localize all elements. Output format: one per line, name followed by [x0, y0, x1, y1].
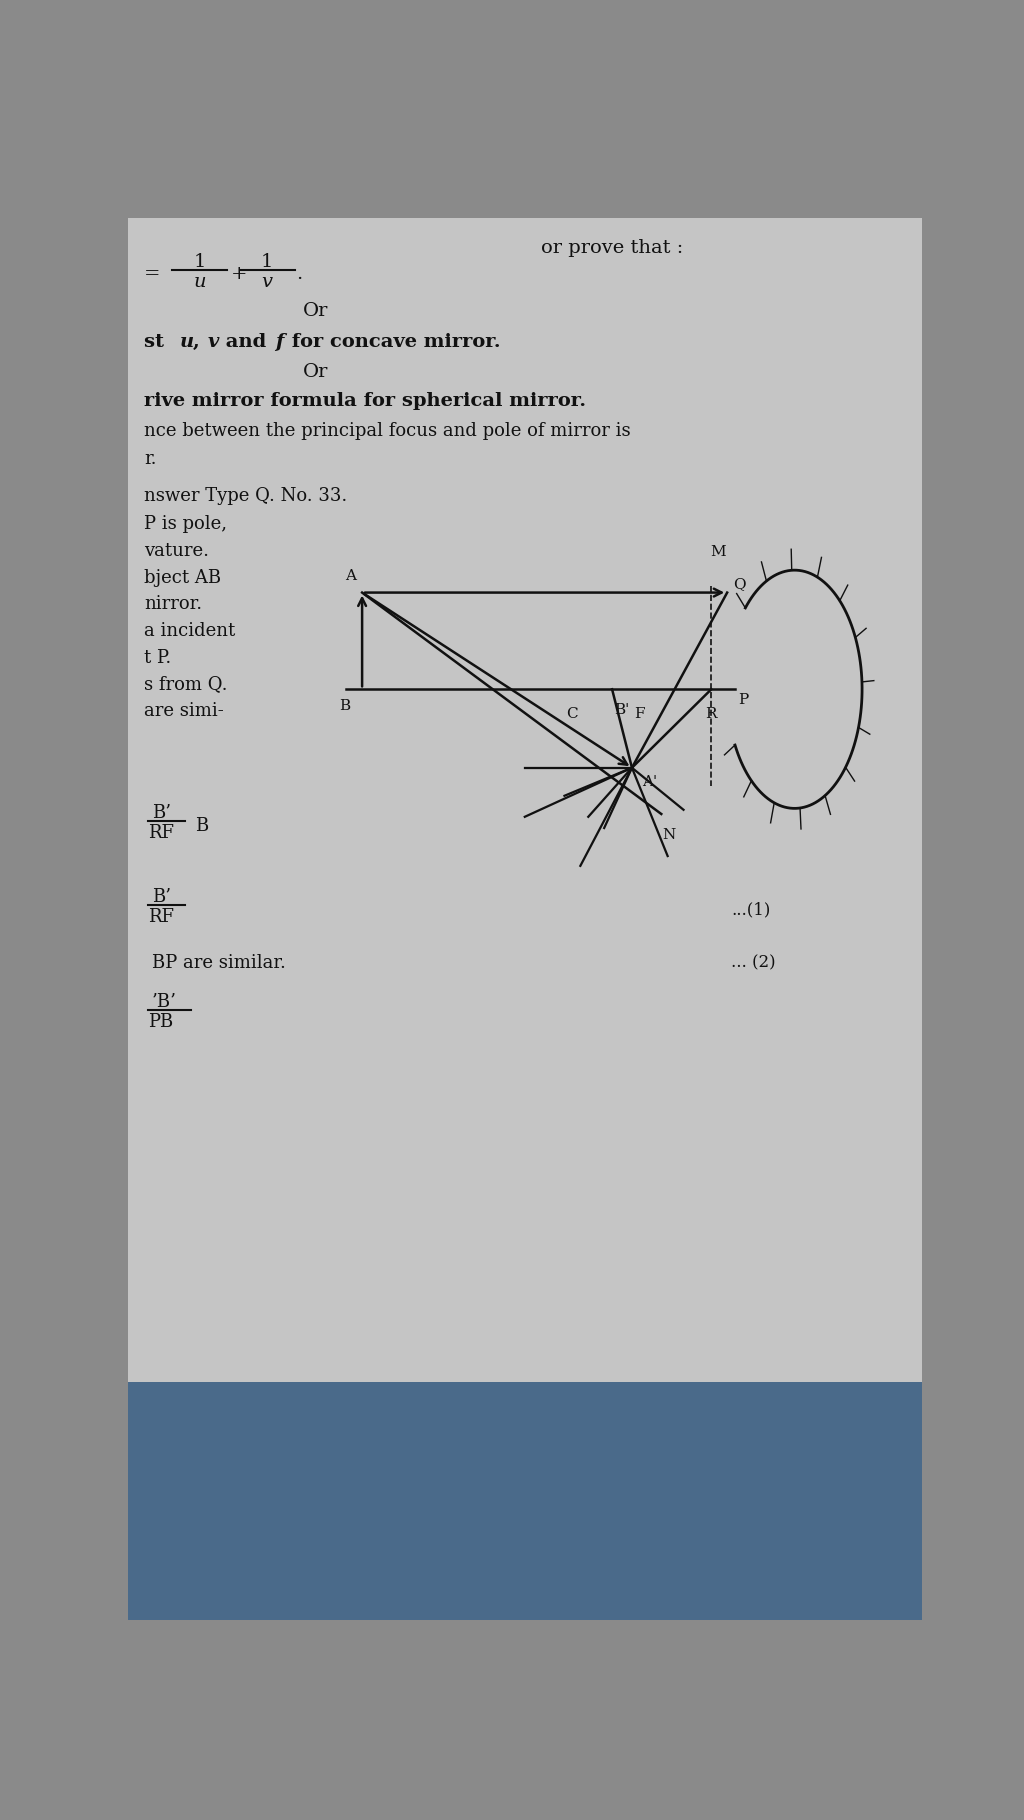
Text: F: F — [635, 708, 645, 721]
Text: P: P — [738, 693, 749, 708]
Text: Q: Q — [733, 577, 745, 592]
Text: u: u — [179, 333, 194, 351]
Text: or prove that :: or prove that : — [541, 240, 683, 257]
Text: +: + — [231, 264, 248, 282]
Text: RF: RF — [147, 908, 174, 926]
Text: ...(1): ...(1) — [731, 901, 770, 917]
Text: and: and — [219, 333, 273, 351]
Text: f: f — [274, 333, 284, 351]
Text: ’B’: ’B’ — [152, 994, 177, 1012]
Text: =: = — [143, 264, 161, 282]
Text: P is pole,: P is pole, — [143, 515, 227, 533]
Text: st: st — [143, 333, 171, 351]
Text: M: M — [710, 544, 725, 559]
Text: BP are similar.: BP are similar. — [152, 954, 286, 972]
Text: s from Q.: s from Q. — [143, 675, 227, 693]
Text: B’: B’ — [152, 888, 171, 906]
FancyBboxPatch shape — [128, 1381, 922, 1620]
Text: rive mirror formula for spherical mirror.: rive mirror formula for spherical mirror… — [143, 391, 586, 410]
Text: B’: B’ — [152, 804, 171, 823]
FancyBboxPatch shape — [128, 218, 922, 1381]
Text: v: v — [261, 273, 272, 291]
Text: r.: r. — [143, 450, 157, 468]
Text: a incident: a incident — [143, 622, 236, 641]
Text: A: A — [345, 570, 355, 582]
Text: C: C — [566, 708, 579, 721]
Text: Or: Or — [303, 362, 328, 380]
Text: nirror.: nirror. — [143, 595, 202, 613]
Text: A': A' — [642, 775, 657, 788]
Text: RF: RF — [147, 824, 174, 843]
Text: B: B — [196, 817, 209, 835]
Text: PB: PB — [147, 1014, 173, 1030]
Text: for concave mirror.: for concave mirror. — [285, 333, 501, 351]
Text: B: B — [339, 699, 350, 713]
Text: bject AB: bject AB — [143, 568, 221, 586]
Text: nce between the principal focus and pole of mirror is: nce between the principal focus and pole… — [143, 422, 631, 440]
Text: are simi-: are simi- — [143, 703, 223, 721]
Text: 1: 1 — [261, 253, 273, 271]
Text: t P.: t P. — [143, 648, 171, 666]
Text: Or: Or — [303, 302, 328, 320]
Text: N: N — [663, 828, 676, 843]
Text: vature.: vature. — [143, 542, 209, 561]
Text: .: . — [296, 264, 302, 282]
Text: ,: , — [194, 333, 207, 351]
Text: R: R — [706, 708, 717, 721]
Text: v: v — [207, 333, 219, 351]
Text: B': B' — [614, 703, 629, 717]
Text: u: u — [194, 273, 206, 291]
Text: ... (2): ... (2) — [731, 954, 776, 972]
Text: nswer Type Q. No. 33.: nswer Type Q. No. 33. — [143, 488, 347, 506]
Text: 1: 1 — [194, 253, 206, 271]
